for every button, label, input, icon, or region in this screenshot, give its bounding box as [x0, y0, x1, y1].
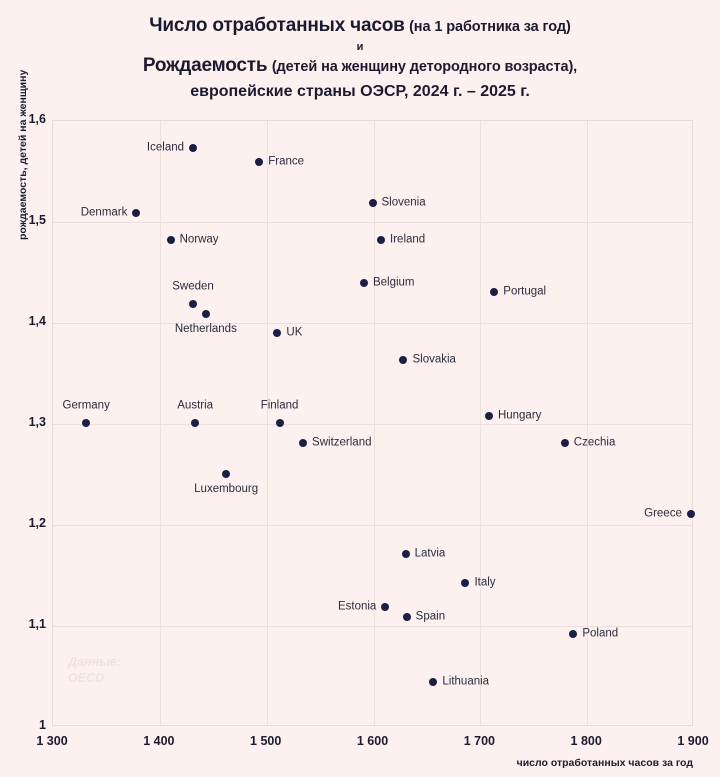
data-point-label-czechia: Czechia — [573, 436, 616, 449]
data-point-france[interactable] — [255, 158, 264, 167]
data-point-slovenia[interactable] — [368, 198, 377, 207]
y-axis-tick-label: 1,1 — [28, 617, 46, 631]
x-axis-tick-label: 1 700 — [463, 734, 495, 748]
data-point-label-poland: Poland — [582, 627, 619, 640]
data-point-label-greece: Greece — [644, 507, 682, 520]
x-axis-tick-label: 1 600 — [356, 734, 389, 748]
data-point-belgium[interactable] — [359, 278, 368, 287]
gridline-horizontal — [53, 525, 692, 526]
data-point-iceland[interactable] — [189, 144, 198, 153]
data-point-poland[interactable] — [569, 630, 578, 639]
data-point-label-slovenia: Slovenia — [381, 196, 426, 209]
data-point-label-norway: Norway — [179, 233, 219, 246]
data-point-luxembourg[interactable] — [222, 469, 231, 478]
data-point-label-uk: UK — [286, 326, 303, 339]
data-point-label-slovakia: Slovakia — [412, 353, 456, 366]
gridline-vertical — [480, 121, 482, 725]
data-point-ireland[interactable] — [377, 236, 386, 245]
data-point-uk[interactable] — [273, 329, 282, 338]
data-point-greece[interactable] — [686, 509, 695, 518]
data-point-label-luxembourg: Luxembourg — [194, 482, 259, 495]
data-point-label-austria: Austria — [177, 399, 214, 412]
title-primary-fertility: Рождаемость — [142, 55, 268, 76]
title-subtitle-scope: европейские страны ОЭСР, 2024 г. – 2025 … — [190, 83, 530, 100]
title-primary-hours-note: (на 1 работника за год) — [409, 19, 571, 35]
gridline-vertical — [266, 121, 268, 725]
data-point-label-portugal: Portugal — [503, 284, 547, 297]
title-line-1: Число отработанных часов (на 1 работника… — [0, 16, 720, 35]
data-point-lithuania[interactable] — [429, 677, 438, 686]
data-point-label-sweden: Sweden — [172, 280, 214, 293]
data-point-norway[interactable] — [166, 236, 175, 245]
data-point-denmark[interactable] — [132, 208, 141, 217]
data-point-switzerland[interactable] — [299, 439, 308, 448]
gridline-horizontal — [53, 323, 692, 324]
data-point-germany[interactable] — [82, 419, 91, 427]
data-point-spain[interactable] — [402, 612, 411, 621]
data-point-label-denmark: Denmark — [80, 206, 128, 219]
data-point-latvia[interactable] — [401, 550, 410, 559]
data-point-label-estonia: Estonia — [337, 600, 377, 613]
data-point-label-germany: Germany — [62, 399, 110, 412]
x-axis-tick-label: 1 300 — [36, 734, 68, 748]
gridline-horizontal — [53, 424, 692, 425]
watermark-line-2: OECD — [68, 670, 105, 685]
x-axis-title: число отработанных часов за год — [516, 757, 693, 769]
data-point-label-iceland: Iceland — [146, 141, 185, 154]
data-point-label-belgium: Belgium — [372, 275, 415, 288]
data-point-label-switzerland: Switzerland — [312, 436, 372, 449]
x-axis-tick-label: 1 500 — [250, 734, 282, 748]
data-point-label-finland: Finland — [260, 399, 299, 412]
data-point-label-lithuania: Lithuania — [442, 674, 490, 687]
title-primary-fertility-note: (детей на женщину детородного возраста), — [271, 59, 578, 75]
data-point-czechia[interactable] — [560, 439, 569, 448]
x-axis-tick-label: 1 800 — [570, 734, 602, 748]
y-axis-tick-label: 1,4 — [28, 314, 46, 328]
data-source-watermark: Данные: OECD — [68, 655, 121, 686]
gridline-vertical — [587, 121, 589, 725]
y-axis-tick-label: 1,6 — [28, 112, 46, 126]
gridline-horizontal — [53, 626, 692, 627]
y-axis-tick-label: 1 — [39, 718, 46, 732]
data-point-sweden[interactable] — [189, 299, 198, 308]
data-point-estonia[interactable] — [381, 602, 390, 611]
plot-area — [52, 120, 693, 726]
gridline-vertical — [159, 121, 161, 725]
y-axis-tick-label: 1,3 — [28, 415, 46, 429]
data-point-italy[interactable] — [461, 578, 470, 587]
y-axis-tick-label: 1,5 — [28, 213, 46, 227]
data-point-label-ireland: Ireland — [390, 233, 426, 246]
data-point-label-latvia: Latvia — [414, 547, 446, 560]
data-point-finland[interactable] — [275, 419, 284, 427]
y-axis-tick-label: 1,2 — [28, 516, 46, 530]
chart-title-block: Число отработанных часов (на 1 работника… — [0, 0, 720, 100]
data-point-slovakia[interactable] — [399, 356, 408, 365]
data-point-portugal[interactable] — [490, 287, 499, 296]
data-point-netherlands[interactable] — [201, 309, 210, 318]
data-point-label-italy: Italy — [474, 575, 496, 588]
gridline-vertical — [373, 121, 375, 725]
data-point-austria[interactable] — [191, 419, 200, 427]
title-conjunction: и — [356, 41, 364, 53]
data-point-label-netherlands: Netherlands — [174, 322, 237, 335]
data-point-label-spain: Spain — [415, 610, 446, 623]
title-primary-hours: Число отработанных часов — [149, 15, 405, 36]
data-point-hungary[interactable] — [484, 411, 493, 420]
gridline-horizontal — [53, 222, 692, 223]
title-line-2: Рождаемость (детей на женщину детородног… — [0, 56, 720, 75]
data-point-label-hungary: Hungary — [497, 409, 542, 422]
data-point-label-france: France — [268, 155, 305, 168]
x-axis-tick-label: 1 400 — [143, 734, 175, 748]
x-axis-tick-label: 1 900 — [677, 734, 709, 748]
watermark-line-1: Данные: — [68, 655, 121, 669]
